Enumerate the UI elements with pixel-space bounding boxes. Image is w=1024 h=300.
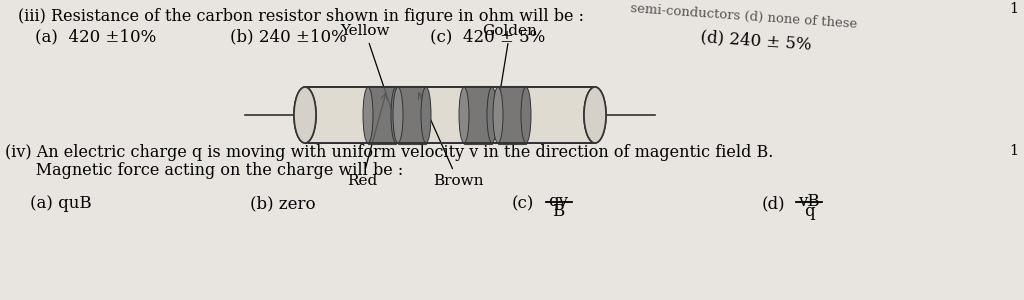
Text: (b) 240 ±10%: (b) 240 ±10%	[230, 28, 347, 45]
Ellipse shape	[294, 87, 316, 143]
Text: Brown: Brown	[419, 93, 483, 188]
Bar	[398, 86, 426, 144]
Text: (a) quB: (a) quB	[30, 195, 91, 212]
Text: (b) zero: (b) zero	[250, 195, 315, 212]
Ellipse shape	[393, 87, 403, 143]
Ellipse shape	[521, 87, 531, 143]
Text: B: B	[552, 203, 564, 220]
Text: (d): (d)	[762, 195, 785, 212]
Bar	[305, 87, 595, 143]
Text: (c)  420 ± 5%: (c) 420 ± 5%	[430, 28, 545, 45]
Text: semi-conductors (d) none of these: semi-conductors (d) none of these	[630, 2, 858, 31]
Text: Red: Red	[347, 93, 387, 188]
Text: 1: 1	[1009, 144, 1018, 158]
Text: (d) 240 ± 5%: (d) 240 ± 5%	[700, 28, 812, 53]
Ellipse shape	[584, 87, 606, 143]
Ellipse shape	[391, 87, 401, 143]
Bar	[498, 86, 526, 144]
Ellipse shape	[362, 87, 373, 143]
Text: (iii) Resistance of the carbon resistor shown in figure in ohm will be :: (iii) Resistance of the carbon resistor …	[18, 8, 584, 25]
Text: Golden: Golden	[482, 24, 538, 137]
Text: q: q	[804, 203, 815, 220]
Ellipse shape	[421, 87, 431, 143]
Text: Yellow: Yellow	[340, 24, 401, 137]
Bar	[305, 87, 595, 143]
Ellipse shape	[459, 87, 469, 143]
Ellipse shape	[584, 87, 606, 143]
Bar	[464, 86, 492, 144]
Text: (a)  420 ±10%: (a) 420 ±10%	[35, 28, 157, 45]
Ellipse shape	[493, 87, 503, 143]
Text: vB: vB	[798, 193, 819, 210]
Ellipse shape	[294, 87, 316, 143]
Text: 1: 1	[1009, 2, 1018, 16]
Text: Magnetic force acting on the charge will be :: Magnetic force acting on the charge will…	[5, 162, 403, 179]
Text: (c): (c)	[512, 195, 535, 212]
Text: (iv) An electric charge q is moving with uniform velocity v in the direction of : (iv) An electric charge q is moving with…	[5, 144, 773, 161]
Ellipse shape	[487, 87, 497, 143]
Text: qv: qv	[548, 193, 568, 210]
Bar	[368, 86, 396, 144]
